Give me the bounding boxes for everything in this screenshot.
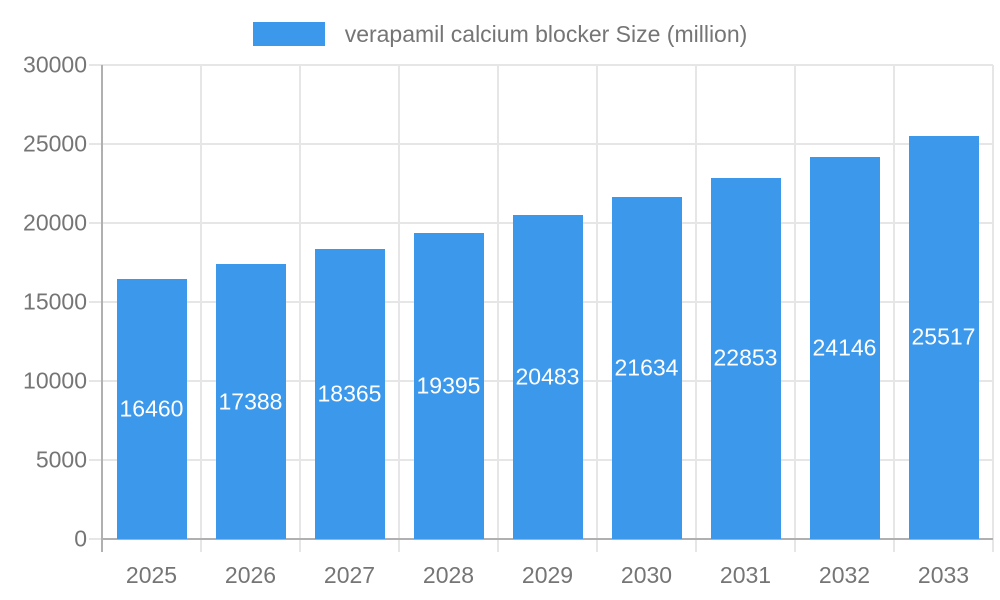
gridline-vertical [794, 65, 796, 552]
gridline-vertical [398, 65, 400, 552]
x-axis-tick-label: 2031 [719, 562, 772, 588]
x-axis-tick-label: 2029 [521, 562, 574, 588]
bar-value-label: 24146 [812, 334, 877, 361]
bar-value-label: 22853 [713, 344, 778, 371]
y-axis-tick-label: 30000 [23, 51, 87, 78]
bar-value-label: 17388 [218, 388, 283, 415]
gridline-vertical [893, 65, 895, 552]
bar-value-label: 16460 [119, 395, 184, 422]
y-axis-tick-label: 15000 [23, 288, 87, 315]
y-tick-mark [89, 222, 102, 224]
bar[interactable] [413, 232, 484, 539]
bar[interactable] [215, 264, 286, 539]
x-axis-tick-label: 2030 [620, 562, 673, 588]
bar[interactable] [314, 248, 385, 539]
gridline-vertical [695, 65, 697, 552]
gridline-horizontal [102, 143, 993, 145]
x-axis-tick-label: 2026 [224, 562, 277, 588]
bar-value-label: 25517 [911, 323, 976, 350]
chart-legend[interactable]: verapamil calcium blocker Size (million) [0, 20, 1000, 48]
bar[interactable] [611, 197, 682, 539]
x-axis-tick-label: 2027 [323, 562, 376, 588]
y-axis-tick-label: 0 [74, 525, 87, 552]
y-tick-mark [89, 301, 102, 303]
x-axis-tick-label: 2033 [917, 562, 970, 588]
bar[interactable] [809, 157, 880, 539]
bar-value-label: 18365 [317, 380, 382, 407]
gridline-vertical [200, 65, 202, 552]
gridline-vertical [992, 65, 994, 552]
y-axis-tick-label: 25000 [23, 130, 87, 157]
x-axis-tick-label: 2028 [422, 562, 475, 588]
bar-value-label: 21634 [614, 354, 679, 381]
legend-label: verapamil calcium blocker Size (million) [344, 20, 748, 47]
gridline-vertical [596, 65, 598, 552]
gridline-horizontal [102, 64, 993, 66]
y-axis-tick-label: 5000 [35, 446, 87, 473]
bar-value-label: 20483 [515, 363, 580, 390]
y-tick-mark [89, 459, 102, 461]
bar[interactable] [710, 177, 781, 539]
gridline-vertical [497, 65, 499, 552]
gridline-vertical [299, 65, 301, 552]
bar[interactable] [512, 215, 583, 539]
y-tick-mark [89, 143, 102, 145]
y-axis-tick-label: 10000 [23, 367, 87, 394]
bar[interactable] [116, 278, 187, 539]
x-axis-tick-label: 2032 [818, 562, 871, 588]
y-tick-mark [89, 538, 102, 540]
y-axis-line [101, 65, 103, 552]
x-axis-line [102, 538, 993, 540]
y-tick-mark [89, 380, 102, 382]
legend-swatch [252, 22, 325, 46]
y-tick-mark [89, 64, 102, 66]
x-axis-tick-label: 2025 [125, 562, 178, 588]
y-axis-tick-label: 20000 [23, 209, 87, 236]
bar[interactable] [908, 135, 979, 539]
bar-value-label: 19395 [416, 372, 481, 399]
